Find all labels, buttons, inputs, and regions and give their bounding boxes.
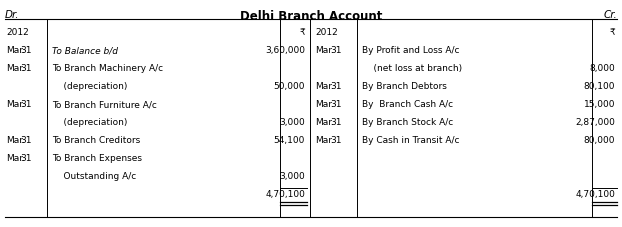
Text: 3,60,000: 3,60,000 xyxy=(265,46,305,55)
Text: By Branch Debtors: By Branch Debtors xyxy=(362,82,447,91)
Text: 31: 31 xyxy=(330,46,342,55)
Text: To Branch Expenses: To Branch Expenses xyxy=(52,153,142,162)
Text: 80,000: 80,000 xyxy=(583,135,615,144)
Text: Mar.: Mar. xyxy=(6,100,25,109)
Text: 31: 31 xyxy=(21,46,32,55)
Text: To Branch Machinery A/c: To Branch Machinery A/c xyxy=(52,64,163,73)
Text: 4,70,100: 4,70,100 xyxy=(575,189,615,198)
Text: Mar.: Mar. xyxy=(6,46,25,55)
Text: By  Branch Cash A/c: By Branch Cash A/c xyxy=(362,100,453,109)
Text: 80,100: 80,100 xyxy=(583,82,615,91)
Text: ₹: ₹ xyxy=(610,28,615,37)
Text: 31: 31 xyxy=(330,135,342,144)
Text: 31: 31 xyxy=(330,82,342,91)
Text: Mar.: Mar. xyxy=(315,135,334,144)
Text: Dr.: Dr. xyxy=(5,10,19,20)
Text: 31: 31 xyxy=(330,100,342,109)
Text: Mar.: Mar. xyxy=(6,64,25,73)
Text: ₹: ₹ xyxy=(299,28,305,37)
Text: 31: 31 xyxy=(21,100,32,109)
Text: To Branch Creditors: To Branch Creditors xyxy=(52,135,140,144)
Text: Outstanding A/c: Outstanding A/c xyxy=(52,171,136,180)
Text: Mar.: Mar. xyxy=(6,153,25,162)
Text: Delhi Branch Account: Delhi Branch Account xyxy=(240,10,382,23)
Text: Mar.: Mar. xyxy=(315,46,334,55)
Text: By Cash in Transit A/c: By Cash in Transit A/c xyxy=(362,135,460,144)
Text: Cr.: Cr. xyxy=(603,10,617,20)
Text: (depreciation): (depreciation) xyxy=(52,118,128,126)
Text: Mar.: Mar. xyxy=(315,100,334,109)
Text: 3,000: 3,000 xyxy=(279,118,305,126)
Text: 3,000: 3,000 xyxy=(279,171,305,180)
Text: By Branch Stock A/c: By Branch Stock A/c xyxy=(362,118,453,126)
Text: 2,87,000: 2,87,000 xyxy=(575,118,615,126)
Text: 2012: 2012 xyxy=(6,28,29,37)
Text: 15,000: 15,000 xyxy=(583,100,615,109)
Text: 8,000: 8,000 xyxy=(589,64,615,73)
Text: By Profit and Loss A/c: By Profit and Loss A/c xyxy=(362,46,460,55)
Text: (depreciation): (depreciation) xyxy=(52,82,128,91)
Text: 50,000: 50,000 xyxy=(274,82,305,91)
Text: 31: 31 xyxy=(330,118,342,126)
Text: To Branch Furniture A/c: To Branch Furniture A/c xyxy=(52,100,157,109)
Text: Mar.: Mar. xyxy=(315,82,334,91)
Text: Mar.: Mar. xyxy=(315,118,334,126)
Text: 54,100: 54,100 xyxy=(274,135,305,144)
Text: To Balance b/d: To Balance b/d xyxy=(52,46,118,55)
Text: 31: 31 xyxy=(21,153,32,162)
Text: 31: 31 xyxy=(21,64,32,73)
Text: Mar.: Mar. xyxy=(6,135,25,144)
Text: 31: 31 xyxy=(21,135,32,144)
Text: 2012: 2012 xyxy=(315,28,338,37)
Text: (net loss at branch): (net loss at branch) xyxy=(362,64,462,73)
Text: 4,70,100: 4,70,100 xyxy=(265,189,305,198)
